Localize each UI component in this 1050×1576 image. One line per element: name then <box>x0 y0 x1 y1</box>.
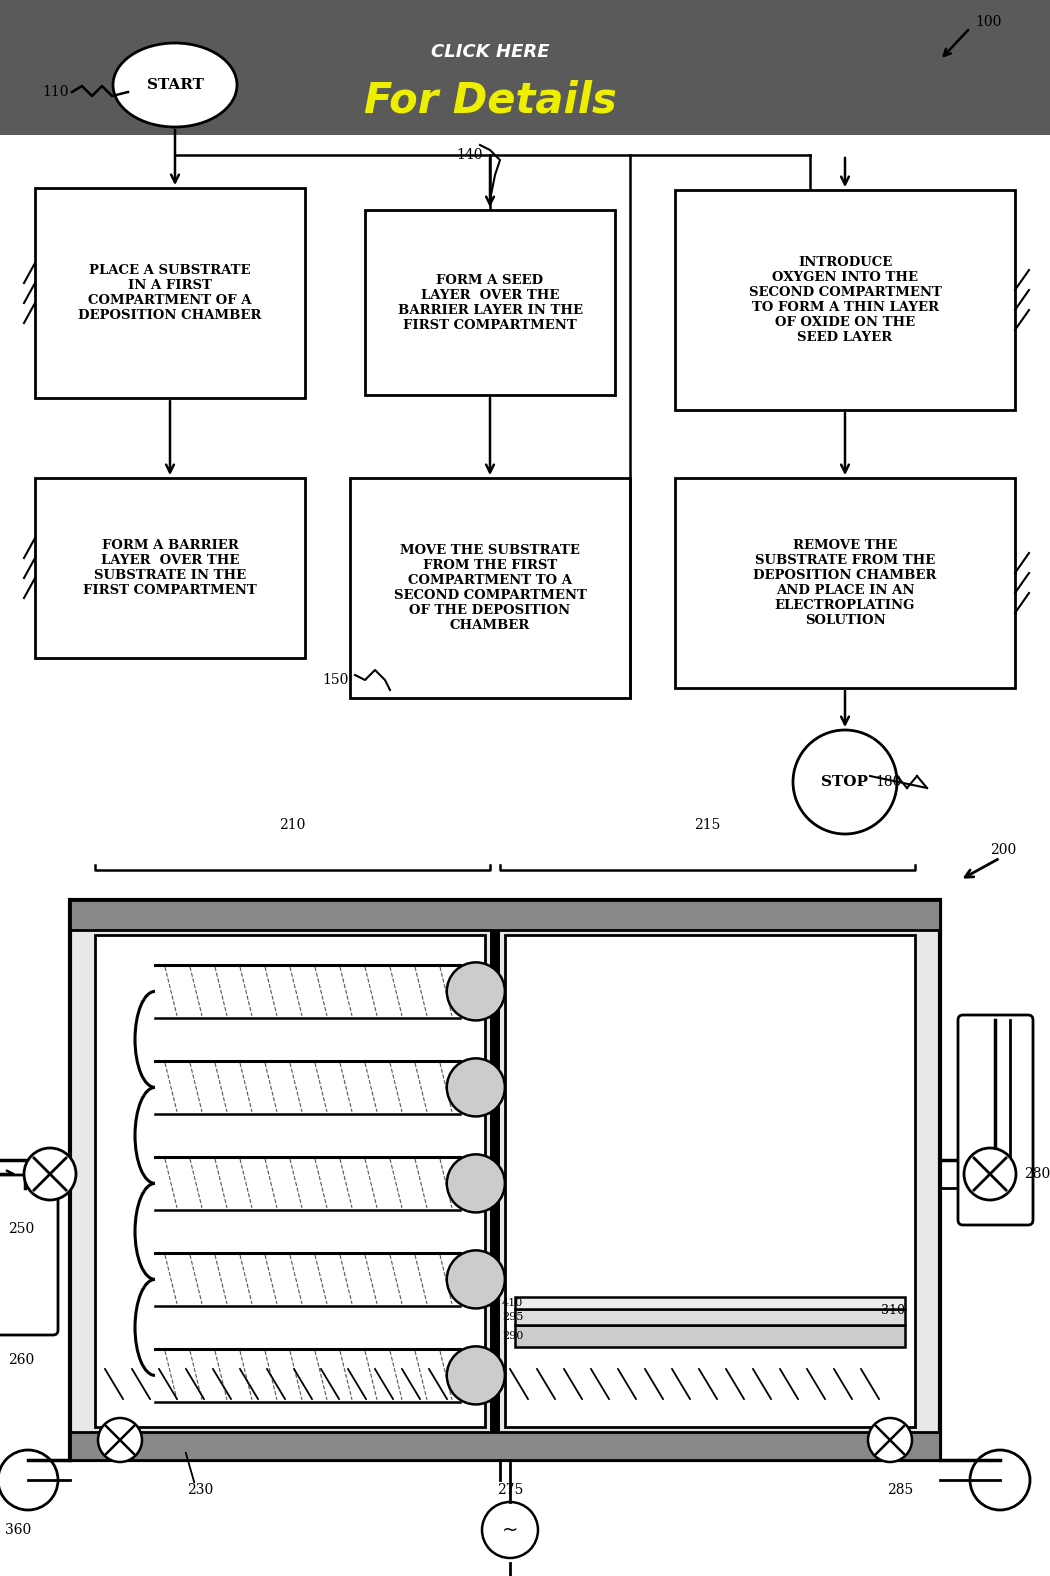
Text: 285: 285 <box>887 1483 914 1497</box>
Text: 110: 110 <box>42 85 68 99</box>
Text: MOVE THE SUBSTRATE
FROM THE FIRST
COMPARTMENT TO A
SECOND COMPARTMENT
OF THE DEP: MOVE THE SUBSTRATE FROM THE FIRST COMPAR… <box>394 544 587 632</box>
Circle shape <box>447 1250 505 1308</box>
Text: 215: 215 <box>694 818 720 832</box>
Bar <box>514 1325 905 1347</box>
Text: 100: 100 <box>975 16 1002 28</box>
Text: FORM A SEED
LAYER  OVER THE
BARRIER LAYER IN THE
FIRST COMPARTMENT: FORM A SEED LAYER OVER THE BARRIER LAYER… <box>398 274 583 331</box>
Text: START: START <box>147 77 204 91</box>
Text: FORM A BARRIER
LAYER  OVER THE
SUBSTRATE IN THE
FIRST COMPARTMENT: FORM A BARRIER LAYER OVER THE SUBSTRATE … <box>83 539 257 597</box>
Text: 250: 250 <box>8 1221 35 1236</box>
Bar <box>490 930 500 1433</box>
Bar <box>35 188 304 399</box>
Text: 410: 410 <box>502 1299 523 1308</box>
Circle shape <box>0 1450 58 1510</box>
Circle shape <box>964 1147 1016 1199</box>
Text: 210: 210 <box>279 818 306 832</box>
FancyBboxPatch shape <box>0 1176 58 1335</box>
Bar <box>350 478 630 698</box>
Circle shape <box>482 1502 538 1559</box>
Circle shape <box>447 1059 505 1116</box>
Bar <box>505 935 915 1426</box>
Text: 260: 260 <box>8 1354 35 1366</box>
Bar <box>365 210 615 396</box>
Bar <box>675 191 1015 410</box>
Bar <box>514 1310 905 1325</box>
Bar <box>514 1297 905 1310</box>
Circle shape <box>447 963 505 1020</box>
Ellipse shape <box>113 43 237 128</box>
Circle shape <box>970 1450 1030 1510</box>
Text: 200: 200 <box>990 843 1016 857</box>
Bar <box>0 0 1050 136</box>
Text: INTRODUCE
OXYGEN INTO THE
SECOND COMPARTMENT
TO FORM A THIN LAYER
OF OXIDE ON TH: INTRODUCE OXYGEN INTO THE SECOND COMPART… <box>749 255 942 344</box>
Text: 150: 150 <box>321 673 349 687</box>
Bar <box>675 478 1015 689</box>
Text: PLACE A SUBSTRATE
IN A FIRST
COMPARTMENT OF A
DEPOSITION CHAMBER: PLACE A SUBSTRATE IN A FIRST COMPARTMENT… <box>79 265 261 322</box>
Circle shape <box>868 1418 912 1463</box>
Text: ~: ~ <box>502 1521 519 1540</box>
Bar <box>70 900 940 1459</box>
Text: STOP: STOP <box>821 775 868 790</box>
Circle shape <box>447 1346 505 1404</box>
Text: CLICK HERE: CLICK HERE <box>430 43 549 61</box>
Bar <box>94 935 485 1426</box>
Text: For Details: For Details <box>363 79 616 121</box>
Ellipse shape <box>793 730 897 834</box>
Circle shape <box>447 1154 505 1212</box>
Text: 360: 360 <box>5 1522 31 1537</box>
Text: 310: 310 <box>881 1303 905 1316</box>
Bar <box>35 478 304 659</box>
Text: 230: 230 <box>187 1483 213 1497</box>
Text: 140: 140 <box>457 148 483 162</box>
Text: REMOVE THE
SUBSTRATE FROM THE
DEPOSITION CHAMBER
AND PLACE IN AN
ELECTROPLATING
: REMOVE THE SUBSTRATE FROM THE DEPOSITION… <box>753 539 937 627</box>
Text: 280: 280 <box>1024 1166 1050 1180</box>
Bar <box>70 900 940 930</box>
Text: 275: 275 <box>497 1483 523 1497</box>
Circle shape <box>98 1418 142 1463</box>
FancyBboxPatch shape <box>958 1015 1033 1225</box>
Bar <box>70 1433 940 1459</box>
Text: 290: 290 <box>502 1332 523 1341</box>
Text: 180: 180 <box>875 775 901 790</box>
Text: 295: 295 <box>502 1311 523 1322</box>
Circle shape <box>24 1147 76 1199</box>
